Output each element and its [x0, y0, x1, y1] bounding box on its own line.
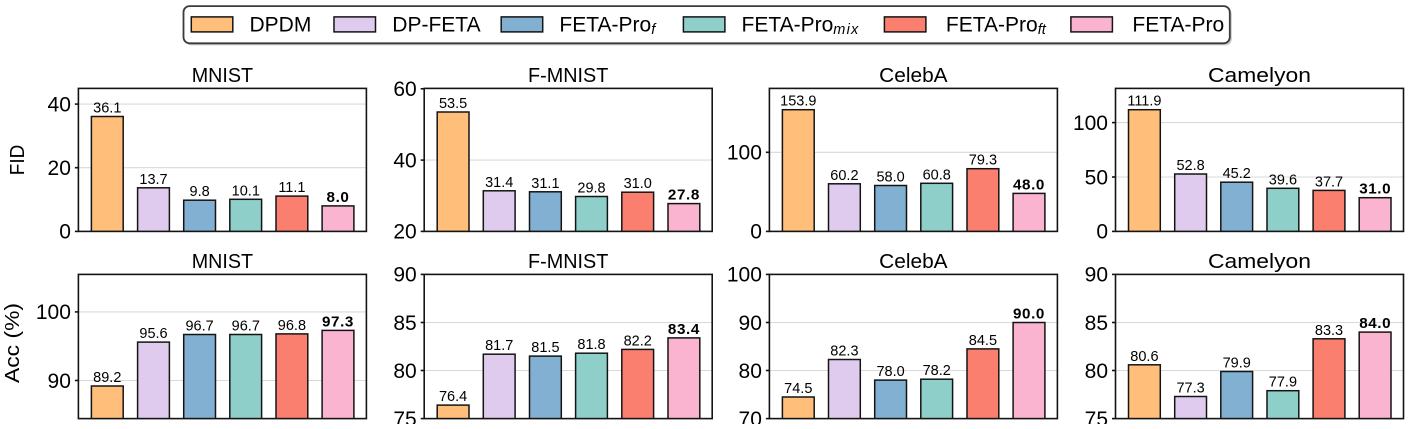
- svg-text:0: 0: [59, 221, 71, 244]
- svg-text:77.9: 77.9: [1269, 375, 1297, 391]
- svg-text:85: 85: [1085, 312, 1108, 335]
- svg-text:48.0: 48.0: [1013, 176, 1045, 193]
- svg-text:95.6: 95.6: [139, 326, 167, 342]
- svg-text:60.8: 60.8: [923, 167, 951, 183]
- svg-text:F-MNIST: F-MNIST: [528, 64, 609, 87]
- svg-text:96.8: 96.8: [278, 318, 306, 334]
- svg-text:FETA-Prof: FETA-Prof: [559, 13, 657, 38]
- svg-text:52.8: 52.8: [1176, 158, 1204, 174]
- svg-text:96.7: 96.7: [232, 319, 260, 335]
- svg-text:8.0: 8.0: [327, 189, 350, 206]
- svg-text:80: 80: [739, 360, 762, 383]
- svg-text:FETA-Proft: FETA-Proft: [946, 13, 1047, 38]
- svg-text:80: 80: [393, 360, 416, 383]
- svg-text:MNIST: MNIST: [192, 64, 254, 87]
- svg-text:Camelyon: Camelyon: [1208, 250, 1311, 273]
- svg-text:76.4: 76.4: [439, 389, 467, 405]
- svg-text:84.5: 84.5: [969, 333, 997, 349]
- svg-text:9.8: 9.8: [190, 184, 210, 200]
- svg-text:85: 85: [393, 312, 416, 335]
- svg-text:90: 90: [1085, 264, 1108, 287]
- svg-text:90: 90: [393, 264, 416, 287]
- svg-text:40: 40: [393, 149, 416, 172]
- svg-text:96.7: 96.7: [185, 319, 213, 335]
- svg-text:31.4: 31.4: [485, 175, 513, 191]
- svg-text:84.0: 84.0: [1359, 315, 1391, 332]
- svg-text:82.2: 82.2: [624, 333, 652, 349]
- svg-text:74.5: 74.5: [784, 381, 812, 397]
- svg-text:11.1: 11.1: [278, 180, 305, 196]
- svg-text:40: 40: [48, 93, 71, 116]
- svg-text:60: 60: [393, 78, 416, 101]
- svg-text:13.7: 13.7: [139, 172, 167, 188]
- svg-text:77.3: 77.3: [1176, 381, 1204, 397]
- svg-text:Acc (%): Acc (%): [1, 303, 24, 383]
- svg-text:97.3: 97.3: [322, 313, 354, 330]
- svg-text:81.7: 81.7: [485, 338, 513, 354]
- svg-text:27.8: 27.8: [668, 187, 700, 204]
- svg-text:31.0: 31.0: [624, 176, 652, 192]
- svg-text:CelebA: CelebA: [879, 250, 948, 273]
- svg-text:F-MNIST: F-MNIST: [528, 250, 609, 273]
- svg-text:DPDM: DPDM: [250, 13, 312, 36]
- svg-text:0: 0: [750, 221, 762, 244]
- svg-text:100: 100: [727, 264, 762, 287]
- svg-text:37.7: 37.7: [1315, 174, 1343, 190]
- svg-text:100: 100: [36, 301, 71, 324]
- svg-text:FETA-Pro: FETA-Pro: [1132, 13, 1224, 36]
- svg-text:83.3: 83.3: [1315, 323, 1343, 339]
- svg-text:89.2: 89.2: [93, 370, 121, 386]
- svg-text:FID: FID: [6, 145, 29, 176]
- svg-text:20: 20: [48, 157, 71, 180]
- svg-text:36.1: 36.1: [93, 101, 121, 117]
- svg-text:20: 20: [393, 221, 416, 244]
- svg-text:10.1: 10.1: [232, 183, 260, 199]
- svg-text:FETA-Promix: FETA-Promix: [742, 13, 860, 38]
- svg-text:79.9: 79.9: [1223, 356, 1251, 372]
- svg-text:31.0: 31.0: [1359, 181, 1391, 198]
- svg-text:DP-FETA: DP-FETA: [392, 13, 480, 36]
- svg-text:79.3: 79.3: [969, 153, 997, 169]
- svg-text:75: 75: [1085, 408, 1108, 424]
- svg-text:60.2: 60.2: [830, 168, 858, 184]
- svg-text:153.9: 153.9: [780, 94, 816, 110]
- svg-text:75: 75: [393, 408, 416, 424]
- svg-text:58.0: 58.0: [876, 170, 904, 186]
- svg-text:90: 90: [739, 312, 762, 335]
- svg-text:CelebA: CelebA: [879, 64, 948, 87]
- svg-text:0: 0: [1096, 221, 1108, 244]
- svg-text:39.6: 39.6: [1269, 172, 1297, 188]
- svg-text:100: 100: [1073, 112, 1108, 135]
- svg-text:83.4: 83.4: [668, 321, 700, 338]
- svg-text:29.8: 29.8: [577, 181, 605, 197]
- svg-text:50: 50: [1085, 166, 1108, 189]
- svg-text:Camelyon: Camelyon: [1208, 64, 1311, 87]
- svg-text:81.8: 81.8: [577, 337, 605, 353]
- svg-text:53.5: 53.5: [439, 96, 467, 112]
- svg-text:111.9: 111.9: [1127, 94, 1161, 110]
- svg-text:78.0: 78.0: [876, 364, 904, 380]
- svg-text:82.3: 82.3: [830, 344, 858, 360]
- svg-text:MNIST: MNIST: [192, 250, 254, 273]
- svg-text:45.2: 45.2: [1223, 166, 1251, 182]
- svg-text:78.2: 78.2: [923, 363, 951, 379]
- svg-text:100: 100: [727, 142, 762, 165]
- svg-text:70: 70: [739, 408, 762, 424]
- svg-text:90.0: 90.0: [1013, 306, 1045, 323]
- svg-text:80: 80: [1085, 360, 1108, 383]
- svg-text:80.6: 80.6: [1130, 349, 1158, 365]
- svg-text:81.5: 81.5: [531, 340, 559, 356]
- svg-text:90: 90: [48, 370, 71, 393]
- svg-text:31.1: 31.1: [531, 176, 559, 192]
